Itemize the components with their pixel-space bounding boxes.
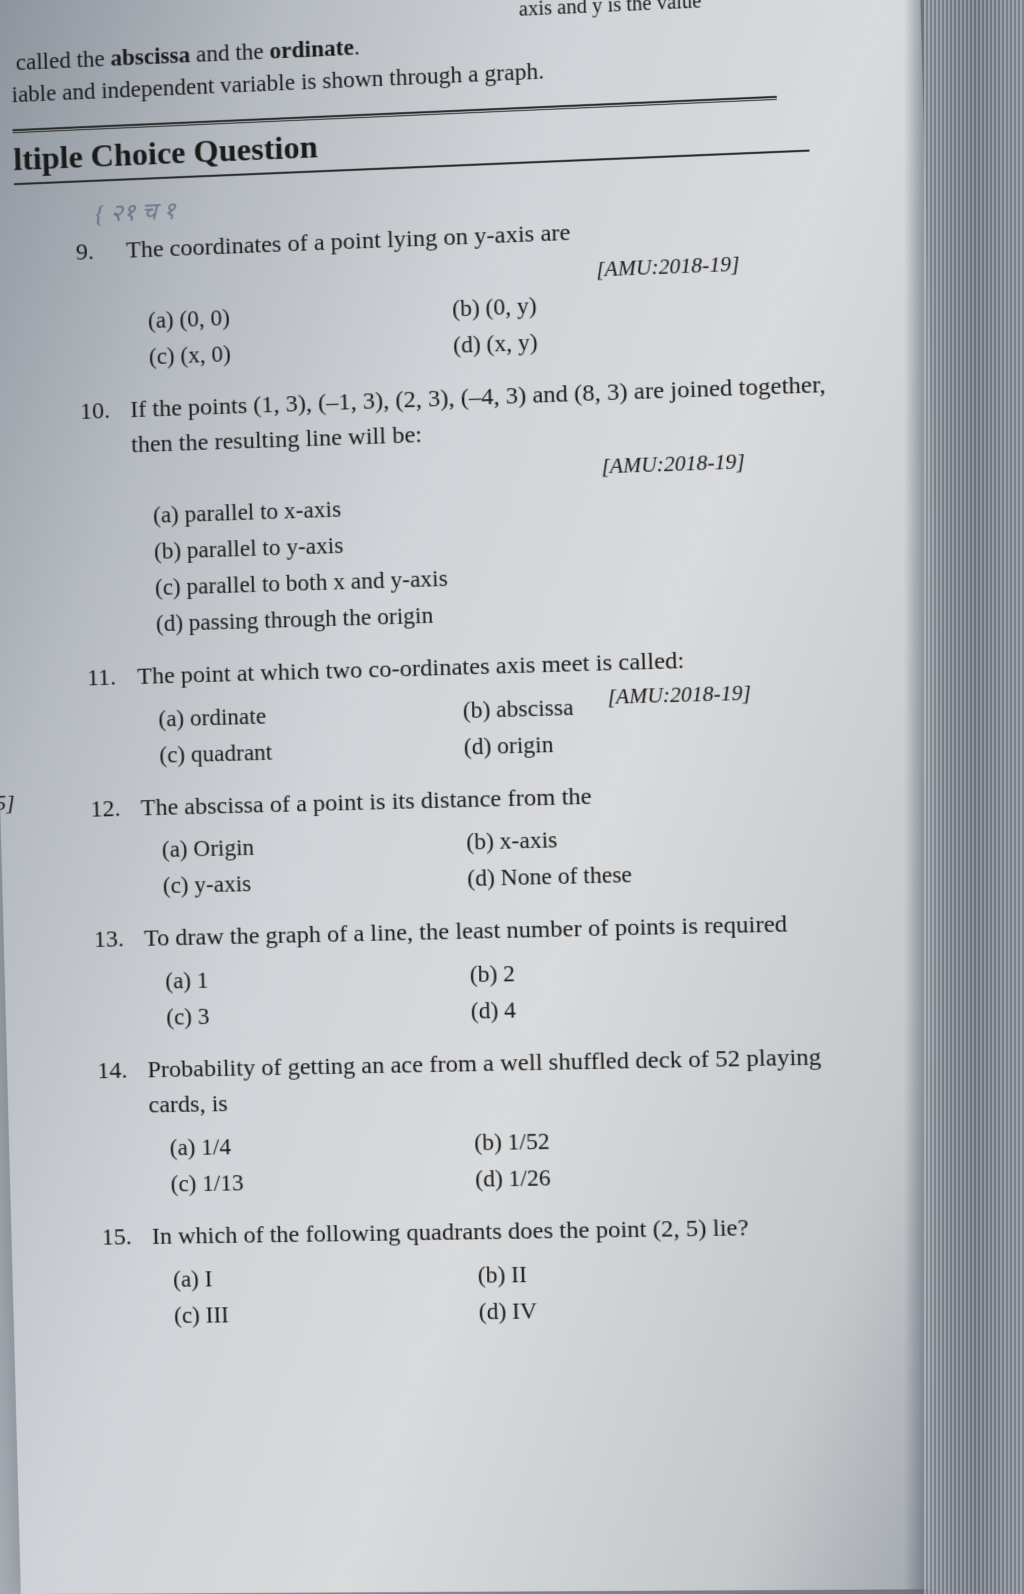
question-prompt: Probability of getting an ace from a wel… (147, 1044, 821, 1118)
question-number: 10. (80, 394, 111, 430)
question-text: 15.In which of the following quadrants d… (151, 1208, 890, 1254)
question-text: 14.Probability of getting an ace from a … (147, 1039, 887, 1123)
answer-option: (a) 1/4 (169, 1130, 454, 1161)
answer-option: (d) (x, y) (453, 322, 742, 359)
answer-option: (a) I (173, 1262, 458, 1292)
question-block: 11. The point at which two co-ordinates a… (26, 638, 877, 772)
book-page-edges (904, 0, 1024, 1594)
answer-option: (c) 3 (166, 999, 451, 1031)
question-text: 11.The point at which two co-ordinates a… (137, 638, 876, 695)
answer-option: (b) (0, y) (452, 285, 741, 322)
answer-option: (a) ordinate (158, 698, 443, 732)
intro-text-block: axis and y is the value called the absci… (10, 0, 860, 112)
question-block: 14. Probability of getting an ace from a … (37, 1039, 890, 1199)
options-grid: (a) 1 (b) 2 (c) 3 (d) 4 (145, 953, 885, 1031)
question-number: 14. (97, 1054, 128, 1089)
question-block: 10. If the points (1, 3), (–1, 3), (2, 3)… (20, 366, 875, 641)
question-block: 12. The abscissa of a point is its distan… (30, 771, 881, 902)
question-text: 12.The abscissa of a point is its distan… (140, 771, 879, 825)
question-prompt: To draw the graph of a line, the least n… (144, 912, 788, 953)
answer-option: (d) 1/26 (475, 1161, 764, 1192)
answer-option: (d) None of these (467, 859, 756, 892)
answer-option: (d) 4 (470, 993, 759, 1025)
question-number: 13. (93, 923, 124, 959)
question-prompt: The abscissa of a point is its distance … (140, 783, 592, 821)
question-block: 15. In which of the following quadrants d… (41, 1208, 893, 1330)
question-number: 9. (75, 235, 94, 271)
textbook-page: 5] axis and y is the value called the ab… (0, 0, 963, 1594)
question-number: 15. (101, 1220, 132, 1255)
question-number: 12. (90, 791, 121, 827)
answer-option: (d) origin (463, 726, 752, 760)
answer-option: (a) Origin (162, 830, 447, 863)
question-block: 13. To draw the graph of a line, the leas… (33, 905, 884, 1033)
answer-option: (c) quadrant (159, 734, 444, 768)
question-text: 13.To draw the graph of a line, the leas… (144, 905, 883, 957)
options-grid: (a) parallel to x-axis(b) parallel to y-… (133, 478, 874, 637)
answer-option: (a) (0, 0) (148, 297, 432, 334)
answer-option: (c) 1/13 (170, 1166, 455, 1197)
options-grid: (a) Origin (b) x-axis (c) y-axis (d) None o… (141, 819, 881, 900)
options-grid: (a) ordinate(b) abscissa(c) quadrant(d) … (138, 693, 609, 769)
answer-option: (b) x-axis (466, 822, 755, 856)
answer-option: (b) 1/52 (474, 1125, 763, 1156)
answer-option: (b) II (477, 1258, 766, 1288)
answer-option: (c) y-axis (163, 867, 448, 900)
options-grid: (a) 1/4 (b) 1/52 (c) 1/13 (d) 1/26 (149, 1123, 889, 1198)
question-prompt: In which of the following quadrants does… (152, 1215, 749, 1250)
questions-list: 9. The coordinates of a point lying on y-… (15, 204, 893, 1330)
question-prompt: If the points (1, 3), (–1, 3), (2, 3), (… (130, 372, 826, 458)
side-margin-label: 5] (0, 790, 15, 817)
question-prompt: The point at which two co-ordinates axis… (137, 647, 685, 689)
answer-option: (b) 2 (469, 956, 758, 989)
question-prompt: The coordinates of a point lying on y-ax… (126, 220, 571, 264)
answer-option: (c) (x, 0) (149, 334, 433, 371)
exam-tag: [AMU:2018-19] (607, 677, 751, 712)
answer-option: (c) III (174, 1299, 459, 1329)
question-number: 11. (87, 660, 117, 696)
options-grid: (a) I (b) II (c) III (d) IV (153, 1256, 893, 1328)
answer-option: (a) 1 (165, 963, 450, 995)
question-block: 9. The coordinates of a point lying on y-… (15, 204, 866, 375)
answer-option: (d) IV (478, 1295, 767, 1325)
